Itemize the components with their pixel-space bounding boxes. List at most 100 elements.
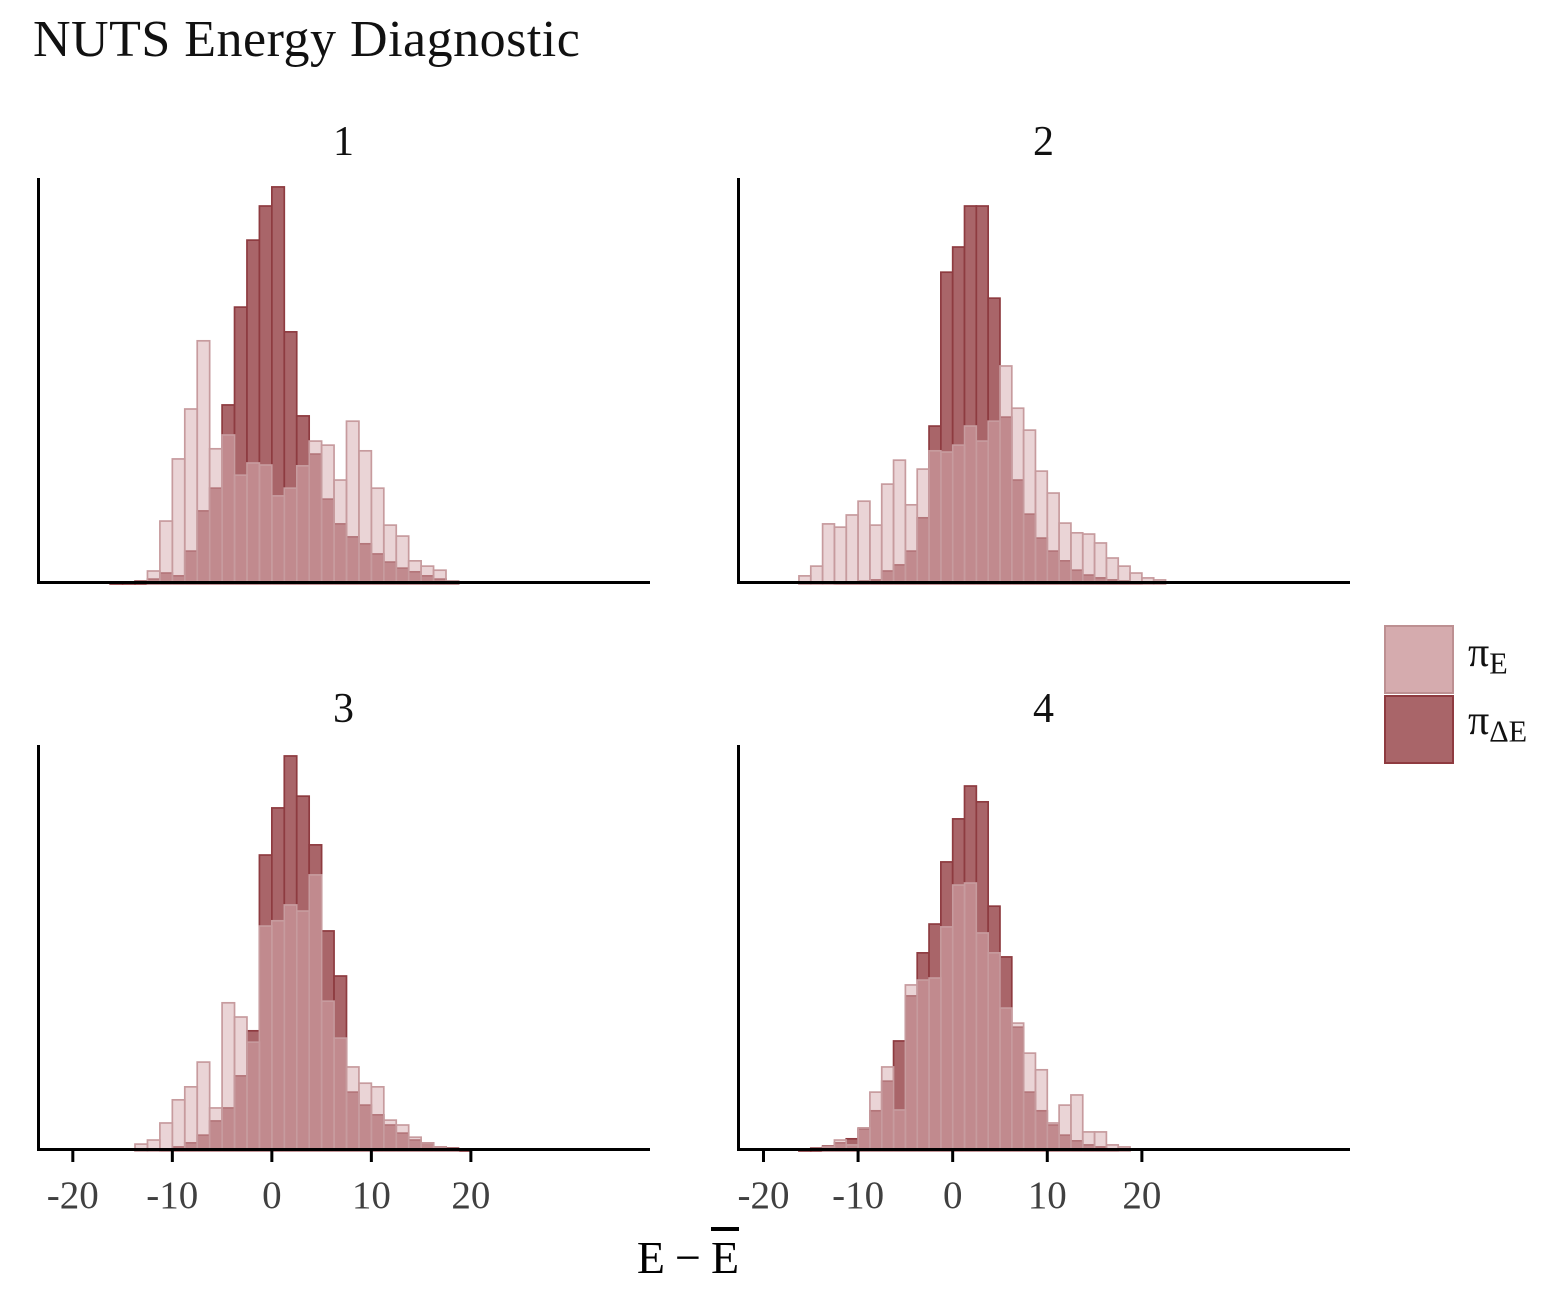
x-tick-label: 10 — [352, 1174, 391, 1217]
x-tick-mark — [71, 1151, 75, 1162]
hist-bar-pi_E — [1093, 542, 1108, 585]
hist-bar-pi_E — [221, 1001, 236, 1152]
hist-bar-pi_E — [345, 420, 360, 585]
hist-bar-pi_E — [963, 425, 978, 585]
hist-bar-pi_E — [1070, 531, 1084, 585]
y-axis-line — [737, 745, 740, 1151]
hist-bar-pi_E — [171, 1098, 186, 1152]
x-tick-label: -10 — [832, 1174, 884, 1217]
x-tick-label: 0 — [943, 1174, 963, 1217]
hist-bar-pi_E — [196, 1061, 211, 1152]
hist-bar-pi_E — [258, 925, 273, 1152]
hist-bar-pi_E — [183, 408, 199, 585]
x-tick-mark — [1045, 1151, 1049, 1162]
hist-bar-pi_E — [246, 1041, 261, 1152]
hist-bar-pi_E — [171, 458, 186, 585]
hist-bar-pi_E — [999, 365, 1013, 585]
facet-label-4: 4 — [1033, 686, 1054, 732]
legend-pi-symbol: π — [1468, 698, 1490, 744]
chart-title: NUTS Energy Diagnostic — [33, 11, 581, 68]
hist-bar-pi_E — [233, 1016, 248, 1152]
hist-bar-pi_E — [258, 464, 273, 585]
hist-bar-pi_E — [320, 1000, 335, 1152]
hist-bar-pi_E — [233, 474, 248, 585]
legend-label-pi-E: πE — [1468, 623, 1508, 693]
facet-label-2: 2 — [1033, 119, 1054, 165]
hist-bar-pi_E — [904, 503, 919, 585]
hist-bar-pi_E — [333, 479, 348, 585]
histogram-panel-3: -20 -10 0 10 20 — [37, 745, 650, 1217]
x-tick-mark — [856, 1151, 860, 1162]
hist-bar-pi_E — [1070, 1094, 1084, 1152]
x-tick-label: -10 — [146, 1174, 198, 1217]
x-tick-label: 20 — [1122, 1174, 1161, 1217]
hist-bar-pi_E — [1046, 492, 1060, 585]
x-axis-title-minus: − — [675, 1232, 701, 1283]
hist-bar-pi_E — [246, 462, 261, 585]
x-tick-mark — [270, 1151, 274, 1162]
hist-bar-pi_E — [395, 535, 410, 585]
hist-bar-pi_E — [928, 977, 942, 1152]
hist-bar-pi_E — [975, 932, 990, 1152]
hist-bar-pi_E — [370, 487, 385, 585]
hist-bar-pi_E — [1058, 522, 1072, 585]
hist-bar-pi_E — [940, 451, 954, 585]
hist-bar-pi_E — [869, 1091, 883, 1152]
hist-bar-pi_E — [283, 904, 298, 1152]
hist-bar-pi_E — [196, 339, 211, 585]
hist-bar-pi_E — [358, 1082, 373, 1152]
hist-bar-pi_E — [395, 1124, 410, 1152]
hist-bar-pi_E — [382, 524, 398, 585]
hist-bar-pi_E — [951, 884, 966, 1152]
hist-bar-pi_E — [833, 526, 848, 585]
x-axis-line — [737, 1148, 1350, 1151]
y-axis-line — [37, 178, 40, 584]
hist-bar-pi_E — [857, 500, 871, 585]
hist-bar-pi_E — [1105, 557, 1120, 585]
hist-bar-pi_E — [271, 919, 286, 1152]
legend-subscript: E — [1489, 646, 1508, 681]
facet-label-3: 3 — [333, 686, 354, 732]
hist-bar-pi_E — [221, 434, 236, 585]
hist-bar-pi_E — [916, 468, 930, 585]
hist-bar-pi_E — [407, 560, 422, 585]
x-axis-line — [737, 581, 1350, 584]
x-tick-mark — [469, 1151, 473, 1162]
hist-bar-pi_E — [1022, 429, 1037, 585]
hist-bar-pi_E — [1046, 1122, 1060, 1152]
hist-bar-pi_E — [1022, 1052, 1037, 1152]
hist-bar-pi_E — [295, 910, 311, 1152]
hist-bar-pi_E — [987, 952, 1001, 1152]
hist-bar-pi_E — [880, 1066, 895, 1152]
hist-bar-pi_E — [1081, 533, 1096, 585]
x-tick-label: 0 — [262, 1174, 282, 1217]
x-tick-mark — [369, 1151, 373, 1162]
histogram-panel-2 — [737, 178, 1350, 585]
legend-label-pi-deltaE: πΔE — [1468, 691, 1527, 761]
hist-bar-pi_E — [951, 444, 966, 585]
x-axis-line — [37, 1148, 650, 1151]
y-axis-line — [37, 745, 40, 1151]
hist-bar-pi_E — [382, 1119, 398, 1152]
hist-bar-pi_E — [845, 514, 859, 585]
hist-bar-pi_E — [940, 926, 954, 1152]
hist-bar-pi_E — [963, 882, 978, 1152]
y-axis-line — [737, 178, 740, 584]
x-tick-mark — [170, 1151, 174, 1162]
hist-bar-pi_E — [904, 984, 919, 1152]
hist-bar-pi_E — [892, 1109, 907, 1152]
hist-bar-pi_E — [208, 447, 223, 585]
x-tick-label: 10 — [1028, 1174, 1067, 1217]
x-tick-label: 20 — [451, 1174, 490, 1217]
hist-bar-pi_E — [916, 979, 930, 1152]
hist-bar-pi_E — [928, 449, 942, 585]
x-tick-mark — [761, 1151, 765, 1162]
hist-bar-pi_E — [987, 420, 1001, 585]
histogram-panel-1 — [37, 178, 650, 585]
hist-bar-pi_E — [880, 483, 895, 585]
hist-bar-pi_E — [999, 1007, 1013, 1152]
legend-swatch-pi-deltaE — [1384, 695, 1454, 764]
hist-bar-pi_E — [283, 487, 298, 585]
x-axis-line — [37, 581, 650, 584]
